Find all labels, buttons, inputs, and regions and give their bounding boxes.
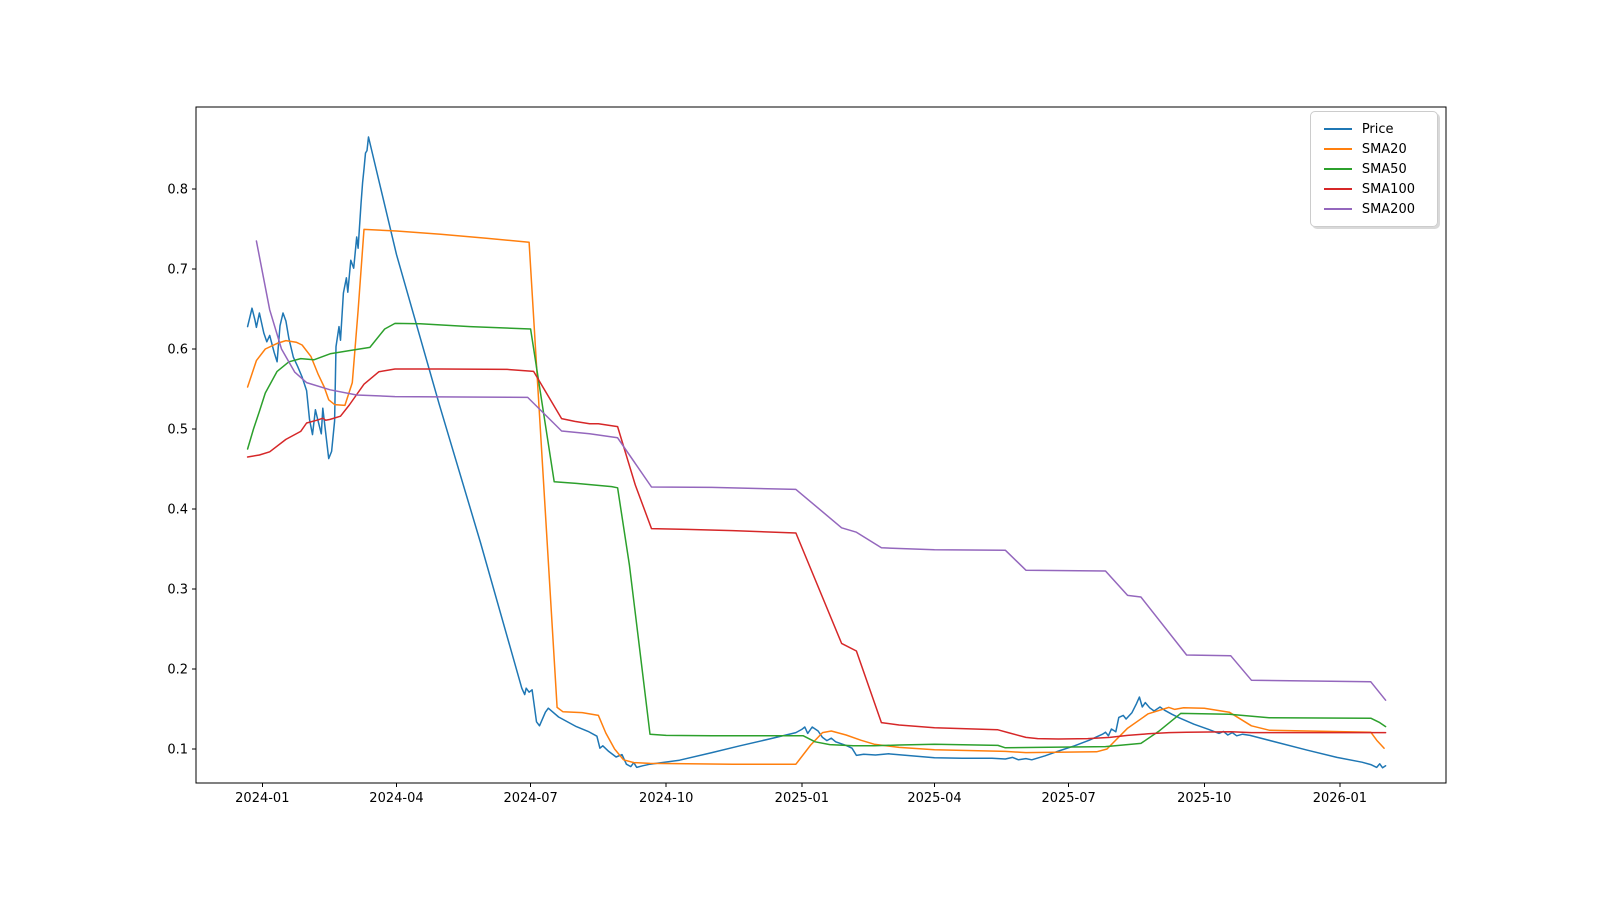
x-tick-label: 2024-01: [235, 791, 289, 806]
y-tick-label: 0.1: [167, 743, 188, 758]
y-tick-label: 0.4: [167, 503, 188, 518]
plot-border: [195, 106, 1447, 784]
y-tick-label: 0.5: [167, 423, 188, 438]
x-tick-label: 2025-04: [907, 791, 961, 806]
series-line-price: [246, 136, 1387, 769]
legend-line-swatch: [1323, 188, 1352, 190]
y-tick-label: 0.6: [167, 343, 188, 358]
legend-label: SMA20: [1361, 141, 1407, 157]
legend-label: Price: [1361, 121, 1394, 137]
legend-line-swatch: [1323, 148, 1352, 150]
legend-label: SMA50: [1361, 161, 1407, 177]
x-tick-label: 2024-07: [503, 791, 557, 806]
series-line-sma20: [246, 228, 1385, 765]
legend-line-swatch: [1323, 168, 1352, 170]
legend-line-swatch: [1323, 128, 1352, 130]
y-tick-label: 0.3: [167, 583, 188, 598]
legend-entry-sma50: SMA50: [1323, 159, 1415, 179]
legend-line-swatch: [1323, 208, 1352, 210]
x-tick-label: 2025-07: [1041, 791, 1095, 806]
x-tick-label: 2025-10: [1177, 791, 1231, 806]
x-tick-label: 2026-01: [1313, 791, 1367, 806]
x-tick-label: 2024-10: [639, 791, 693, 806]
series-line-sma200: [255, 240, 1387, 701]
y-tick-label: 0.8: [167, 183, 188, 198]
legend-entry-sma20: SMA20: [1323, 139, 1415, 159]
x-tick-label: 2024-04: [369, 791, 423, 806]
x-tick-label: 2025-01: [775, 791, 829, 806]
y-tick-label: 0.7: [167, 263, 188, 278]
legend-label: SMA200: [1361, 201, 1415, 217]
legend-entry-sma100: SMA100: [1323, 179, 1415, 199]
legend-entry-sma200: SMA200: [1323, 199, 1415, 219]
series-line-sma50: [246, 322, 1387, 749]
legend-label: SMA100: [1361, 181, 1415, 197]
legend-entry-price: Price: [1323, 119, 1415, 139]
series-line-sma100: [246, 368, 1387, 740]
y-tick-label: 0.2: [167, 663, 188, 678]
legend: Price SMA20 SMA50 SMA100 SMA200: [1309, 111, 1438, 227]
